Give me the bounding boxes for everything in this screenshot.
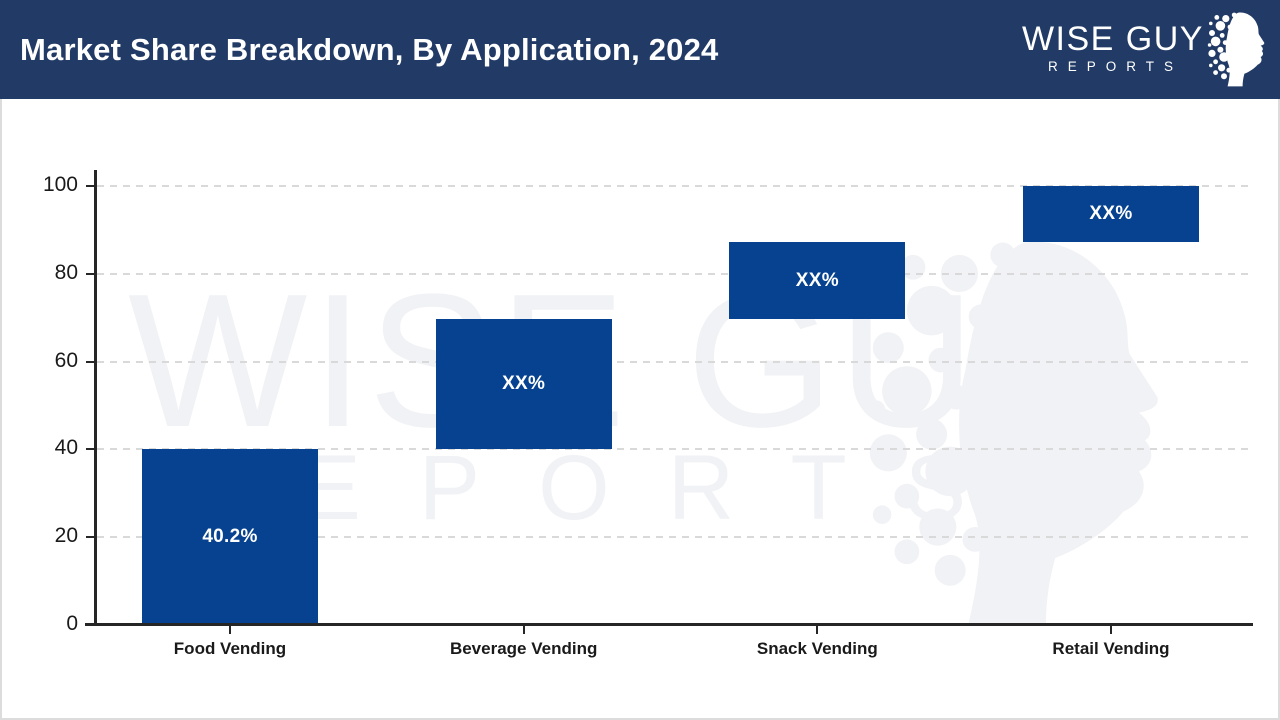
brand-logo: WISE GUY REPORTS bbox=[1022, 9, 1266, 87]
y-tick-label: 80 bbox=[54, 260, 78, 284]
gridline bbox=[97, 272, 1253, 275]
bar-value-label: XX% bbox=[1089, 203, 1133, 225]
brand-name: WISE GUY bbox=[1021, 20, 1204, 59]
face-logo-icon bbox=[1207, 12, 1265, 87]
brand-subtitle: REPORTS bbox=[1047, 58, 1183, 74]
page-title: Market Share Breakdown, By Application, … bbox=[20, 31, 719, 67]
bar-value-label: XX% bbox=[502, 372, 546, 394]
header-bar: Market Share Breakdown, By Application, … bbox=[0, 0, 1280, 99]
x-tick-label: Retail Vending bbox=[1052, 639, 1170, 658]
x-tick-label: Snack Vending bbox=[756, 639, 878, 658]
x-tick-mark bbox=[1110, 626, 1112, 634]
bar: XX% bbox=[729, 242, 906, 320]
brand-logo-text: WISE GUY REPORTS bbox=[1021, 20, 1204, 74]
y-tick-mark bbox=[86, 272, 95, 275]
gridline bbox=[97, 448, 1253, 451]
x-tick-mark bbox=[816, 626, 819, 634]
y-tick-mark bbox=[86, 536, 95, 539]
bar: 40.2% bbox=[142, 448, 318, 625]
x-axis-line bbox=[85, 623, 1253, 626]
y-tick-mark bbox=[86, 360, 95, 363]
gridline bbox=[97, 360, 1253, 363]
bar-value-label: 40.2% bbox=[202, 525, 258, 547]
y-tick-mark bbox=[86, 624, 95, 626]
y-tick-mark bbox=[86, 185, 95, 187]
bar: XX% bbox=[435, 319, 612, 449]
y-axis-line bbox=[94, 170, 97, 626]
y-tick-label: 40 bbox=[54, 436, 78, 460]
gridline bbox=[97, 536, 1253, 539]
x-tick-mark bbox=[522, 626, 525, 634]
y-tick-label: 60 bbox=[54, 348, 78, 372]
y-tick-mark bbox=[86, 448, 95, 451]
y-tick-label: 0 bbox=[66, 612, 78, 635]
gridline bbox=[97, 185, 1253, 187]
bar: XX% bbox=[1023, 186, 1199, 243]
x-tick-label: Beverage Vending bbox=[449, 639, 598, 658]
bar-value-label: XX% bbox=[795, 269, 839, 291]
y-tick-label: 100 bbox=[42, 173, 78, 196]
y-tick-label: 20 bbox=[54, 524, 78, 548]
x-tick-mark bbox=[229, 626, 231, 634]
x-tick-label: Food Vending bbox=[173, 639, 287, 658]
